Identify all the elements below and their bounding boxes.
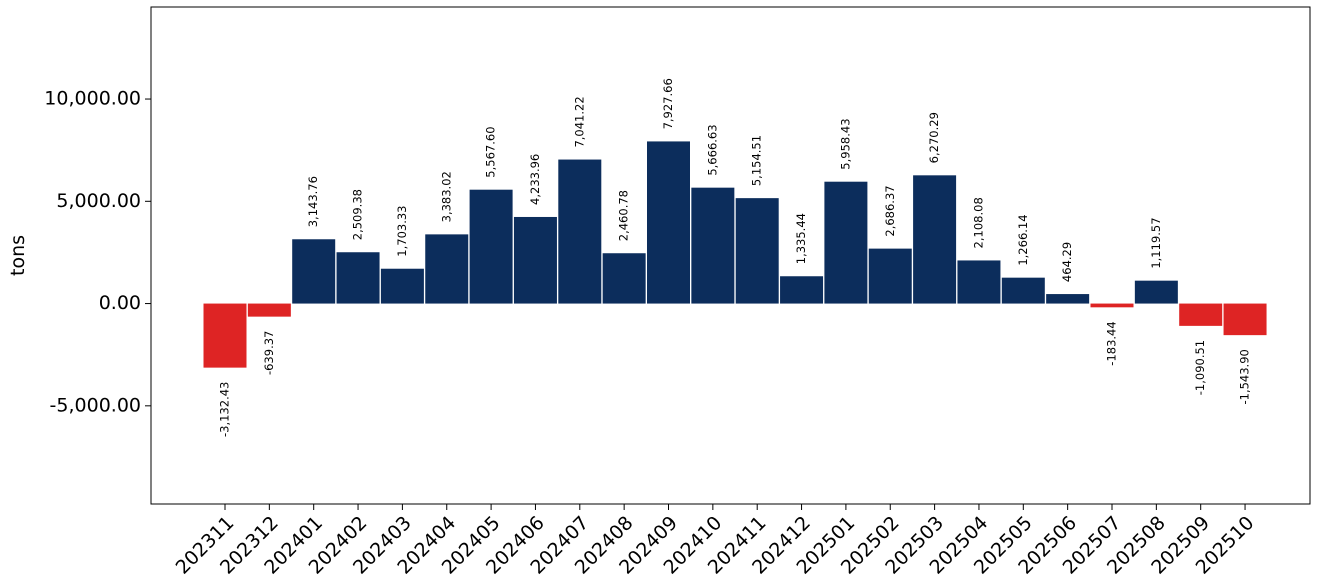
bar-202409	[647, 141, 690, 303]
bar-202403	[381, 269, 424, 304]
data-label-202408: 2,460.78	[617, 190, 631, 241]
data-label-202311: -3,132.43	[218, 382, 232, 437]
y-tick-label: -5,000.00	[50, 394, 141, 416]
data-label-202403: 1,703.33	[395, 206, 409, 257]
data-label-202404: 3,383.02	[439, 171, 453, 222]
y-tick-label: 5,000.00	[56, 190, 141, 212]
bar-202508	[1135, 281, 1178, 304]
bar-202501	[824, 182, 867, 304]
bar-202509	[1179, 304, 1222, 326]
bar-202408	[603, 253, 646, 303]
bar-202412	[780, 276, 823, 303]
data-label-202410: 5,666.63	[705, 124, 719, 175]
data-label-202510: -1,543.90	[1238, 349, 1252, 404]
bar-202402	[337, 252, 380, 303]
data-label-202509: -1,090.51	[1193, 340, 1207, 395]
data-label-202508: 1,119.57	[1149, 217, 1163, 268]
bar-202504	[957, 260, 1000, 303]
data-label-202312: -639.37	[262, 331, 276, 375]
data-label-202406: 4,233.96	[528, 154, 542, 205]
bar-202401	[292, 239, 335, 303]
data-label-202502: 2,686.37	[883, 185, 897, 236]
bar-202503	[913, 175, 956, 303]
x-axis: 2023112023122024012024022024032024042024…	[172, 504, 1259, 579]
bar-202406	[514, 217, 557, 304]
data-label-202507: -183.44	[1105, 321, 1119, 365]
y-tick-label: 0.00	[99, 292, 141, 314]
data-label-202402: 2,509.38	[351, 189, 365, 240]
data-label-202411: 5,154.51	[750, 135, 764, 186]
bar-202405	[470, 190, 513, 304]
bar-202411	[736, 198, 779, 303]
bar-202404	[425, 234, 468, 303]
bar-202510	[1224, 304, 1267, 336]
data-label-202504: 2,108.08	[971, 197, 985, 248]
data-label-202503: 6,270.29	[927, 112, 941, 163]
data-label-202401: 3,143.76	[306, 176, 320, 227]
bar-202505	[1002, 278, 1045, 304]
data-label-202407: 7,041.22	[572, 96, 586, 147]
y-tick-label: 10,000.00	[44, 88, 141, 110]
bar-202502	[869, 249, 912, 304]
data-label-202409: 7,927.66	[661, 78, 675, 129]
y-axis: -5,000.00 0.00 5,000.00 10,000.00	[44, 88, 151, 417]
bar-202410	[691, 188, 734, 304]
y-axis-label: tons	[7, 235, 29, 276]
bar-202311	[204, 304, 247, 368]
bar-202407	[558, 160, 601, 304]
data-label-202506: 464.29	[1060, 242, 1074, 282]
data-label-202501: 5,958.43	[838, 118, 852, 169]
data-label-202412: 1,335.44	[794, 213, 808, 264]
bar-202312	[248, 304, 291, 317]
data-label-202405: 5,567.60	[484, 126, 498, 177]
bar-202507	[1091, 304, 1134, 308]
bar-202506	[1046, 294, 1089, 303]
data-label-202505: 1,266.14	[1016, 214, 1030, 265]
